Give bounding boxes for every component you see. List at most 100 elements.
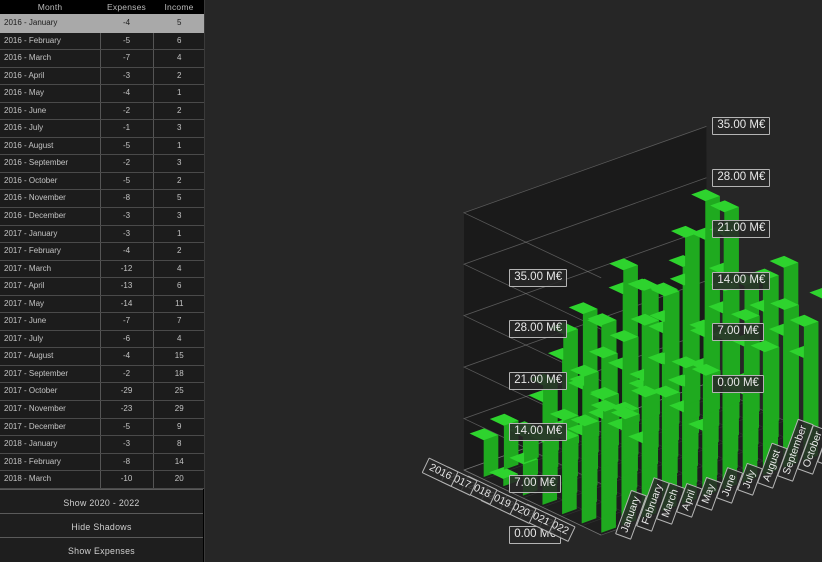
cell-income: 4	[152, 49, 204, 68]
cell-expenses: -7	[99, 49, 153, 68]
column-header-expenses[interactable]: Expenses	[100, 0, 153, 15]
table-row[interactable]: 2016 - November -8 5	[0, 189, 204, 209]
chart-bar[interactable]	[789, 314, 819, 445]
cell-month: 2016 - July	[0, 119, 100, 138]
cell-month: 2016 - March	[0, 49, 100, 68]
z-tick-left-0: 35.00 M€	[509, 268, 568, 287]
table-row[interactable]: 2016 - October -5 2	[0, 171, 204, 191]
cell-month: 2017 - April	[0, 277, 100, 296]
table-row[interactable]: 2017 - September -2 18	[0, 364, 204, 384]
cell-expenses: -3	[99, 435, 153, 454]
cell-month: 2017 - July	[0, 329, 100, 349]
chart-bar[interactable]	[809, 287, 822, 453]
cell-month: 2018 - February	[0, 452, 100, 472]
cell-month: 2017 - March	[0, 259, 100, 279]
cell-income: 5	[152, 189, 204, 209]
cell-expenses: -10	[99, 470, 153, 489]
cell-income: 3	[152, 119, 204, 138]
cell-expenses: -5	[99, 417, 153, 437]
table-row[interactable]: 2016 - March -7 4	[0, 49, 204, 68]
cell-expenses: -2	[99, 154, 153, 173]
z-tick-left-3: 14.00 M€	[509, 423, 568, 442]
cell-expenses: -4	[99, 14, 153, 33]
cell-month: 2017 - February	[0, 242, 100, 261]
cell-expenses: -2	[99, 364, 153, 384]
table-row[interactable]: 2018 - March -10 20	[0, 470, 204, 489]
cell-month: 2017 - October	[0, 382, 100, 402]
cell-income: 2	[152, 101, 204, 121]
table-row[interactable]: 2016 - January -4 5	[0, 14, 204, 33]
hide-shadows-button[interactable]: Hide Shadows	[0, 513, 203, 538]
table-row[interactable]: 2017 - January -3 1	[0, 224, 204, 244]
z-tick-right-2: 21.00 M€	[712, 220, 771, 239]
chart-bar[interactable]	[770, 298, 799, 435]
table-row[interactable]: 2018 - February -8 14	[0, 452, 204, 472]
cell-month: 2017 - June	[0, 312, 100, 331]
table-row[interactable]: 2016 - June -2 2	[0, 101, 204, 121]
column-header-income[interactable]: Income	[153, 0, 204, 15]
table-row[interactable]: 2017 - May -14 11	[0, 294, 204, 314]
cell-expenses: -3	[99, 66, 153, 86]
table-row[interactable]: 2016 - April -3 2	[0, 66, 204, 86]
cell-expenses: -5	[99, 171, 153, 191]
table-row[interactable]: 2016 - December -3 3	[0, 207, 204, 226]
chart-bar[interactable]	[570, 414, 600, 441]
cell-month: 2017 - January	[0, 224, 100, 244]
table-row[interactable]: 2017 - December -5 9	[0, 417, 204, 437]
chart-bar[interactable]	[469, 428, 499, 477]
sidebar-button-group: Show 2020 - 2022 Hide Shadows Show Expense…	[0, 488, 204, 562]
finance-table: Month Expenses Income 2016 - January -4 5 2…	[0, 0, 204, 489]
table-row[interactable]: 2016 - February -5 6	[0, 31, 204, 51]
cell-income: 6	[152, 31, 204, 51]
table-row[interactable]: 2016 - July -1 3	[0, 119, 204, 138]
chart-bar[interactable]	[750, 340, 780, 426]
table-row[interactable]: 2017 - October -29 25	[0, 382, 204, 402]
table-row[interactable]: 2017 - April -13 6	[0, 277, 204, 296]
table-row[interactable]: 2017 - March -12 4	[0, 259, 204, 279]
cell-expenses: -12	[99, 259, 153, 279]
cell-income: 9	[152, 417, 204, 437]
cell-month: 2017 - August	[0, 347, 100, 366]
show-expenses-button[interactable]: Show Expenses	[0, 537, 203, 562]
table-row[interactable]: 2017 - July -6 4	[0, 329, 204, 349]
table-body: 2016 - January -4 5 2016 - February -5 6 2016 …	[0, 14, 204, 489]
table-row[interactable]: 2016 - August -5 1	[0, 136, 204, 156]
cell-income: 4	[152, 329, 204, 349]
cell-month: 2017 - September	[0, 364, 100, 384]
z-tick-right-0: 35.00 M€	[712, 117, 771, 136]
cell-income: 20	[152, 470, 204, 489]
table-row[interactable]: 2016 - May -4 1	[0, 84, 204, 103]
cell-expenses: -6	[99, 329, 153, 349]
cell-month: 2018 - January	[0, 435, 100, 454]
cell-month: 2016 - February	[0, 31, 100, 51]
cell-income: 3	[152, 154, 204, 173]
cell-income: 11	[152, 294, 204, 314]
cell-month: 2016 - December	[0, 207, 100, 226]
table-row[interactable]: 2017 - August -4 15	[0, 347, 204, 366]
table-row[interactable]: 2018 - January -3 8	[0, 435, 204, 454]
table-row[interactable]: 2017 - June -7 7	[0, 312, 204, 331]
cell-expenses: -29	[99, 382, 153, 402]
cell-month: 2016 - November	[0, 189, 100, 209]
cell-income: 25	[152, 382, 204, 402]
cell-income: 2	[152, 242, 204, 261]
cell-income: 6	[152, 277, 204, 296]
cell-expenses: -5	[99, 31, 153, 51]
chart-bar[interactable]	[610, 407, 640, 427]
chart-bar[interactable]	[691, 189, 720, 415]
cell-expenses: -3	[99, 207, 153, 226]
cell-expenses: -7	[99, 312, 153, 331]
column-header-month[interactable]: Month	[0, 0, 100, 15]
chart-stage: 35.00 M€ 28.00 M€ 21.00 M€ 14.00 M€ 7.00 M€ 0…	[206, 0, 822, 562]
cell-month: 2018 - March	[0, 470, 100, 489]
table-row[interactable]: 2017 - February -4 2	[0, 242, 204, 261]
chart-bars	[469, 189, 822, 533]
z-tick-right-5: 0.00 M€	[712, 374, 764, 393]
table-row[interactable]: 2016 - September -2 3	[0, 154, 204, 173]
show-2020-2022-button[interactable]: Show 2020 - 2022	[0, 488, 203, 514]
table-row[interactable]: 2017 - November -23 29	[0, 400, 204, 419]
cell-income: 1	[152, 136, 204, 156]
chart-3d-panel[interactable]: 35.00 M€ 28.00 M€ 21.00 M€ 14.00 M€ 7.00 M€ 0…	[206, 0, 822, 562]
cell-expenses: -13	[99, 277, 153, 296]
